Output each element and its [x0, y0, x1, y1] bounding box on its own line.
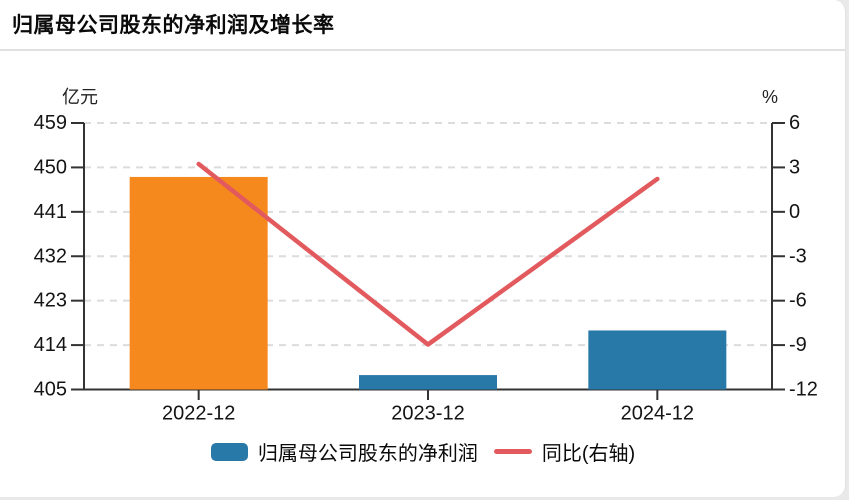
x-label-2023-12: 2023-12 — [391, 403, 464, 425]
yoy-line[interactable] — [196, 161, 660, 347]
right-tick-label: -12 — [789, 379, 818, 401]
right-tick-label: 3 — [789, 156, 800, 178]
title-divider — [0, 49, 845, 51]
legend-label-yoy: 同比(右轴) — [541, 443, 636, 465]
left-tick-label: 423 — [34, 290, 67, 312]
left-tick-label: 459 — [34, 112, 67, 134]
bar-2024-12[interactable] — [588, 330, 727, 390]
left-tick-label: 414 — [34, 334, 67, 356]
left-tick-label: 450 — [34, 156, 67, 178]
right-tick-label: -6 — [789, 290, 807, 312]
bar-2022-12[interactable] — [129, 176, 268, 390]
legend-line-swatch — [493, 449, 532, 454]
legend-label-net-profit: 归属母公司股东的净利润 — [257, 443, 478, 465]
right-tick-label: -9 — [789, 334, 807, 356]
legend-item-net-profit[interactable]: 归属母公司股东的净利润 — [210, 437, 478, 466]
right-tick-label: -3 — [789, 245, 807, 267]
right-axis-unit: % — [762, 87, 778, 107]
legend-bar-swatch — [210, 442, 248, 461]
right-tick-label: 6 — [789, 112, 800, 134]
legend-item-yoy[interactable]: 同比(右轴) — [493, 437, 636, 466]
right-tick-label: 0 — [789, 201, 800, 223]
x-label-2022-12: 2022-12 — [162, 403, 235, 425]
bar-2023-12[interactable] — [359, 375, 497, 390]
x-label-2024-12: 2024-12 — [621, 403, 694, 425]
chart-title: 归属母公司股东的净利润及增长率 — [12, 14, 335, 37]
left-tick-label: 405 — [34, 379, 67, 401]
left-tick-label: 441 — [34, 201, 67, 223]
left-axis-unit: 亿元 — [62, 87, 98, 107]
legend: 归属母公司股东的净利润 同比(右轴) — [0, 437, 846, 466]
left-tick-label: 432 — [34, 245, 67, 267]
chart-canvas: 亿元 % 459 450 441 432 423 414 405 6 3 0 -3 -6 -9 -12 2022… — [34, 87, 818, 425]
